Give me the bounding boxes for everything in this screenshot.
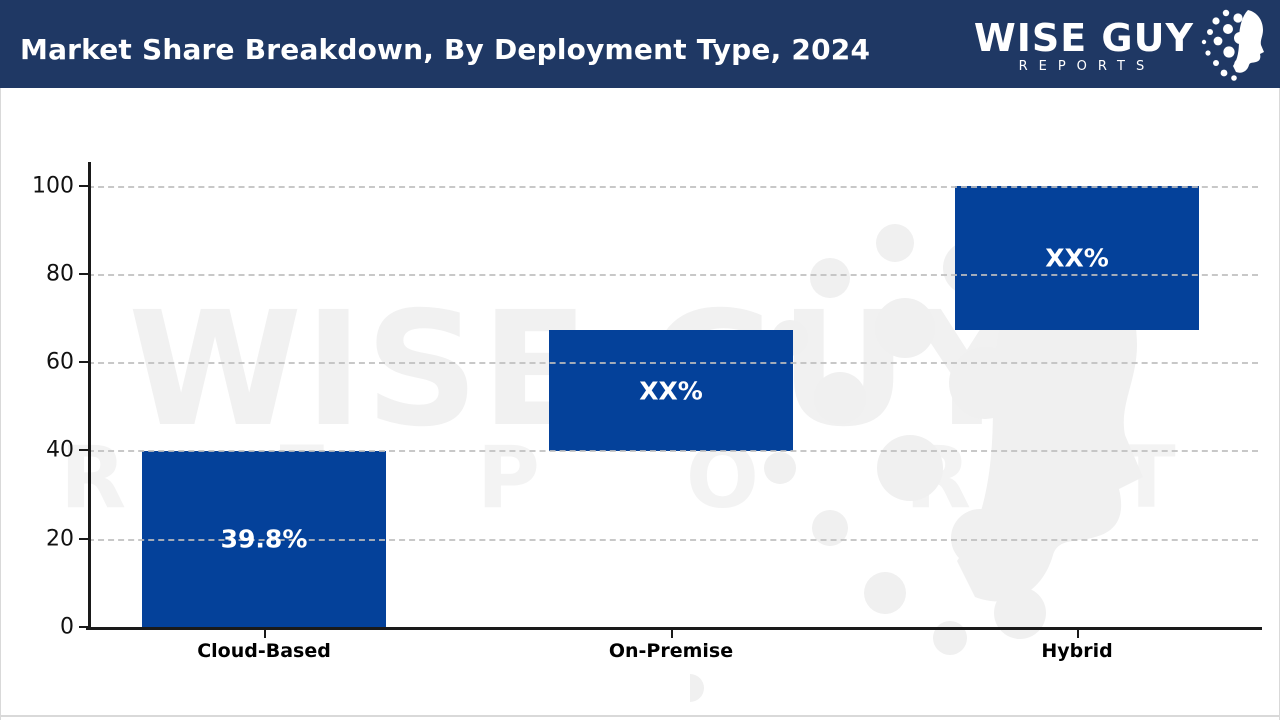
x-axis-tick-mark xyxy=(264,630,266,638)
x-axis-tick-mark xyxy=(1077,630,1079,638)
wise-guy-reports-logo: WISE GUY REPORTS xyxy=(974,6,1266,84)
page-title: Market Share Breakdown, By Deployment Ty… xyxy=(20,32,871,66)
x-axis-line xyxy=(86,627,1262,630)
category-label-cloud-based: Cloud-Based xyxy=(197,640,331,662)
bar-value-label: 39.8% xyxy=(220,524,308,554)
gridline-40 xyxy=(88,450,1258,453)
y-axis-tick-label: 0 xyxy=(60,614,74,640)
y-axis-tick-label: 100 xyxy=(32,173,74,199)
y-axis-tick-label: 60 xyxy=(46,349,74,375)
bar-hybrid xyxy=(955,185,1199,330)
y-axis-tick-label: 20 xyxy=(46,526,74,552)
y-axis-tick-mark xyxy=(79,449,88,452)
y-axis-tick-mark xyxy=(79,537,88,540)
logo-subtitle: REPORTS xyxy=(1018,59,1156,74)
gridline-80 xyxy=(88,273,1258,276)
bar-on-premise xyxy=(549,330,793,452)
category-label-hybrid: Hybrid xyxy=(1041,640,1113,662)
logo-wordmark: WISE GUY xyxy=(973,16,1194,60)
logo-text: WISE GUY REPORTS xyxy=(974,18,1194,74)
gridline-20 xyxy=(88,538,1258,541)
category-label-on-premise: On-Premise xyxy=(608,640,734,662)
y-axis-tick-mark xyxy=(79,626,88,628)
y-axis-tick-mark xyxy=(79,272,88,275)
y-axis-tick-label: 40 xyxy=(46,437,74,463)
x-axis-tick-mark xyxy=(671,630,673,638)
gridline-60 xyxy=(88,362,1258,365)
left-border xyxy=(0,88,1,720)
gridline-100 xyxy=(88,185,1258,188)
y-axis-tick-label: 80 xyxy=(46,261,74,287)
dotted-head-icon xyxy=(1201,9,1264,81)
bar-value-label: XX% xyxy=(639,376,703,406)
bar-value-label: XX% xyxy=(1045,243,1109,273)
header-bar: Market Share Breakdown, By Deployment Ty… xyxy=(0,0,1280,88)
y-axis-line xyxy=(88,162,91,629)
y-axis-tick-mark xyxy=(79,361,88,364)
bottom-border xyxy=(0,715,1280,717)
y-axis-tick-mark xyxy=(79,184,88,187)
